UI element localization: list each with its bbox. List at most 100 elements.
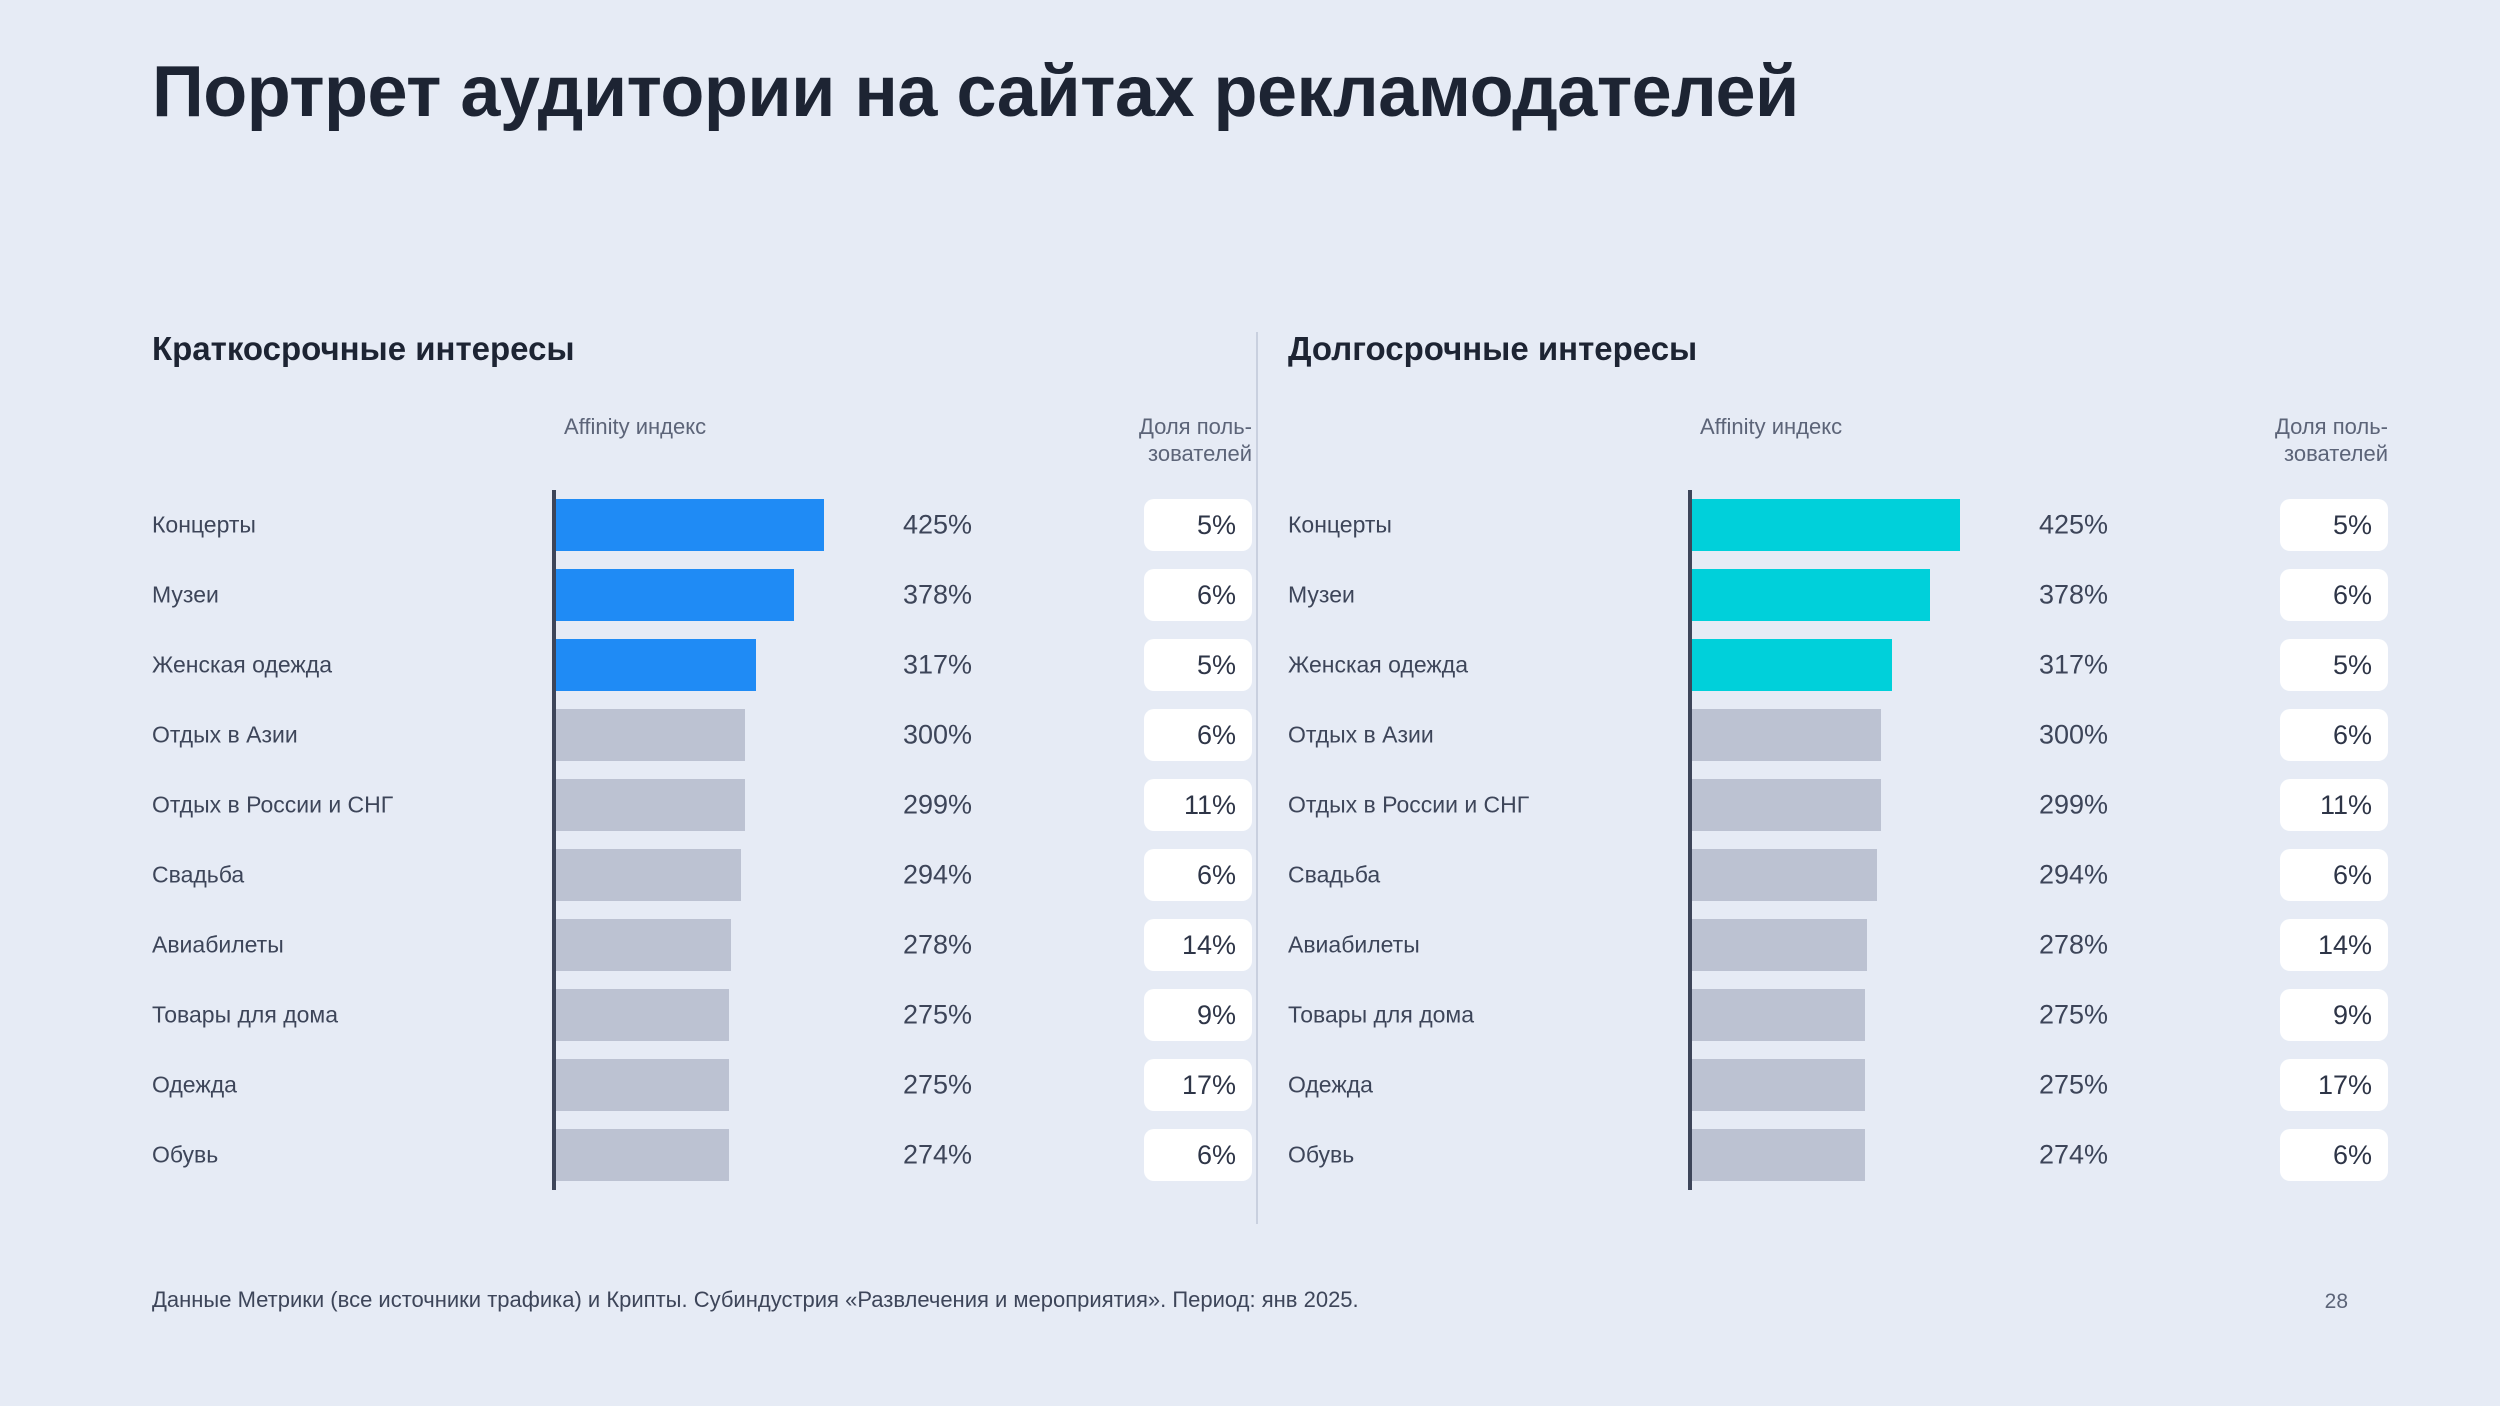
chart-row: Авиабилеты 278% 14% — [1288, 910, 2388, 980]
chart-affinity-value: 275% — [2038, 999, 2108, 1030]
chart-share-badge: 17% — [2280, 1059, 2388, 1111]
column-header-share-line2: зователей — [1148, 440, 1252, 466]
chart-affinity-value: 294% — [2038, 859, 2108, 890]
chart-share-badge: 11% — [2280, 779, 2388, 831]
page-number: 28 — [2324, 1290, 2348, 1313]
chart-affinity-value: 317% — [2038, 649, 2108, 680]
chart-row: Женская одежда 317% 5% — [1288, 630, 2388, 700]
chart-share-badge: 5% — [1144, 499, 1252, 551]
chart-affinity-value: 425% — [902, 509, 972, 540]
chart-row: Отдых в Азии 300% 6% — [1288, 700, 2388, 770]
chart-bar — [1692, 1129, 1865, 1181]
chart-row-label: Товары для дома — [1288, 1001, 1475, 1028]
chart-affinity-value: 378% — [2038, 579, 2108, 610]
chart-row-label: Свадьба — [152, 861, 245, 888]
chart-share-badge: 6% — [2280, 1129, 2388, 1181]
page-title: Портрет аудитории на сайтах рекламодател… — [152, 52, 1799, 132]
chart-bar — [1692, 639, 1892, 691]
chart-share-badge: 14% — [1144, 919, 1252, 971]
chart-affinity-value: 425% — [2038, 509, 2108, 540]
chart-row-label: Отдых в Азии — [152, 721, 298, 748]
chart-bar — [1692, 989, 1865, 1041]
chart-row-label: Женская одежда — [152, 651, 332, 678]
chart-rows-left: Концерты 425% 5% Музеи 378% 6% Женская одежда 3… — [152, 490, 1252, 1190]
chart-bar — [556, 849, 741, 901]
chart-share-badge: 6% — [2280, 569, 2388, 621]
chart-rows-right: Концерты 425% 5% Музеи 378% 6% Женская одежда 3… — [1288, 490, 2388, 1190]
chart-row-label: Отдых в России и СНГ — [1288, 791, 1530, 818]
chart-bar — [556, 1059, 729, 1111]
chart-axis-left — [552, 490, 556, 1190]
chart-share-badge: 6% — [1144, 569, 1252, 621]
chart-affinity-value: 294% — [902, 859, 972, 890]
chart-row: Товары для дома 275% 9% — [152, 980, 1252, 1050]
chart-bar — [556, 989, 729, 1041]
chart-share-badge: 5% — [2280, 499, 2388, 551]
panel-long-term: Долгосрочные интересы Affinity индекс До… — [1288, 330, 2388, 1230]
chart-row: Музеи 378% 6% — [1288, 560, 2388, 630]
chart-share-badge: 6% — [2280, 709, 2388, 761]
chart-bar — [556, 499, 824, 551]
chart-affinity-value: 275% — [902, 999, 972, 1030]
chart-row-label: Одежда — [1288, 1071, 1373, 1098]
chart-row: Одежда 275% 17% — [152, 1050, 1252, 1120]
chart-row: Музеи 378% 6% — [152, 560, 1252, 630]
chart-bar — [556, 779, 745, 831]
chart-row-label: Авиабилеты — [1288, 931, 1420, 958]
chart-bar — [1692, 849, 1877, 901]
chart-row: Концерты 425% 5% — [152, 490, 1252, 560]
chart-bar — [556, 569, 794, 621]
chart-row-label: Отдых в России и СНГ — [152, 791, 394, 818]
chart-affinity-value: 275% — [2038, 1069, 2108, 1100]
column-header-share-line1: Доля поль- — [2274, 414, 2388, 439]
chart-row: Концерты 425% 5% — [1288, 490, 2388, 560]
chart-affinity-value: 274% — [2038, 1139, 2108, 1170]
chart-affinity-value: 274% — [902, 1139, 972, 1170]
chart-affinity-value: 278% — [902, 929, 972, 960]
chart-affinity-value: 278% — [2038, 929, 2108, 960]
chart-row: Товары для дома 275% 9% — [1288, 980, 2388, 1050]
chart-affinity-value: 317% — [902, 649, 972, 680]
chart-row: Отдых в России и СНГ 299% 11% — [1288, 770, 2388, 840]
chart-row-label: Товары для дома — [152, 1001, 339, 1028]
column-header-affinity-right: Affinity индекс — [1700, 414, 1843, 439]
chart-share-badge: 5% — [2280, 639, 2388, 691]
chart-share-badge: 9% — [1144, 989, 1252, 1041]
chart-row: Обувь 274% 6% — [1288, 1120, 2388, 1190]
column-header-affinity-left: Affinity индекс — [564, 414, 707, 439]
panel-divider — [1256, 332, 1258, 1224]
chart-row-label: Отдых в Азии — [1288, 721, 1434, 748]
chart-share-badge: 14% — [2280, 919, 2388, 971]
chart-row-label: Обувь — [152, 1141, 219, 1168]
chart-share-badge: 6% — [2280, 849, 2388, 901]
chart-affinity-value: 299% — [2038, 789, 2108, 820]
chart-bar — [556, 709, 745, 761]
chart-row: Свадьба 294% 6% — [152, 840, 1252, 910]
chart-share-badge: 9% — [2280, 989, 2388, 1041]
chart-share-badge: 17% — [1144, 1059, 1252, 1111]
chart-row: Отдых в Азии 300% 6% — [152, 700, 1252, 770]
chart-row-label: Авиабилеты — [152, 931, 284, 958]
chart-row-label: Концерты — [152, 511, 256, 538]
chart-row: Одежда 275% 17% — [1288, 1050, 2388, 1120]
chart-bar — [1692, 919, 1867, 971]
chart-affinity-value: 275% — [902, 1069, 972, 1100]
chart-bar — [556, 919, 731, 971]
panel-title-short-term: Краткосрочные интересы — [152, 330, 575, 367]
chart-affinity-value: 300% — [902, 719, 972, 750]
chart-bar — [1692, 779, 1881, 831]
chart-affinity-value: 378% — [902, 579, 972, 610]
chart-row-label: Музеи — [1288, 581, 1355, 608]
chart-row-label: Обувь — [1288, 1141, 1355, 1168]
charts-container: Краткосрочные интересы Affinity индекс Д… — [0, 330, 2500, 1230]
chart-row-label: Музеи — [152, 581, 219, 608]
chart-share-badge: 11% — [1144, 779, 1252, 831]
chart-axis-right — [1688, 490, 1692, 1190]
chart-row-label: Концерты — [1288, 511, 1392, 538]
column-header-share-right: Доля поль- зователей — [2148, 414, 2388, 468]
chart-row: Обувь 274% 6% — [152, 1120, 1252, 1190]
chart-share-badge: 6% — [1144, 709, 1252, 761]
chart-bar — [1692, 709, 1881, 761]
chart-bar — [1692, 499, 1960, 551]
